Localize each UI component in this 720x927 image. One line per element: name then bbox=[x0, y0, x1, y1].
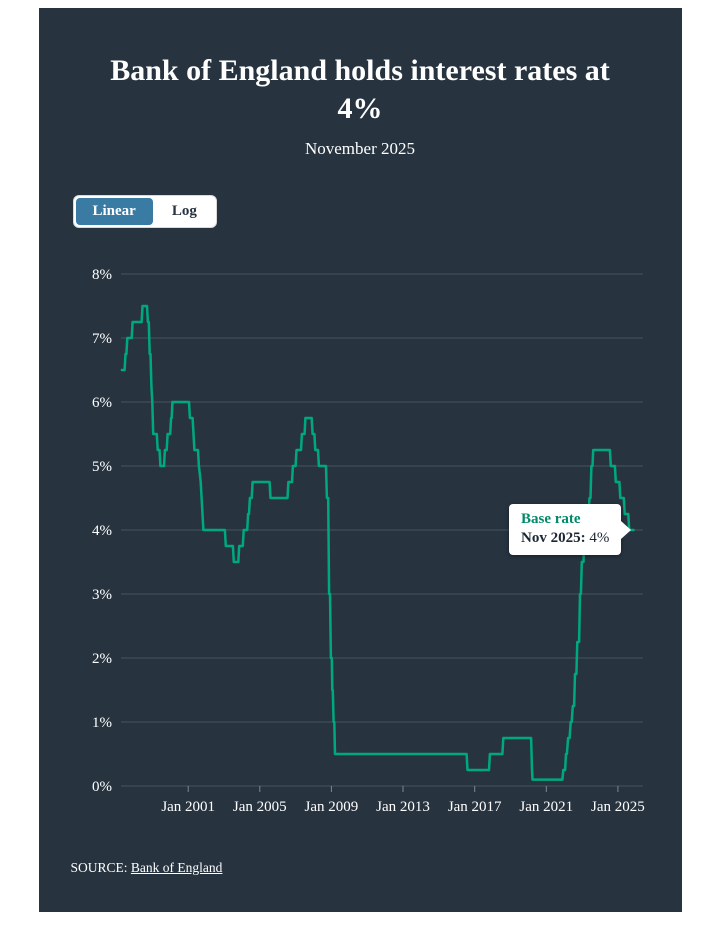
svg-text:Jan 2009: Jan 2009 bbox=[304, 799, 358, 815]
source-link[interactable]: Bank of England bbox=[130, 859, 223, 875]
svg-text:Jan 2025: Jan 2025 bbox=[591, 799, 645, 815]
log-scale-button[interactable]: Log bbox=[155, 198, 214, 225]
svg-text:6%: 6% bbox=[92, 395, 112, 411]
source-prefix: SOURCE: bbox=[70, 859, 128, 875]
svg-text:Jan 2021: Jan 2021 bbox=[519, 799, 573, 815]
base-rate-line-chart[interactable]: 0% 1% 2% 3% 4% 5% 6% 7% 8% Jan 2001 Jan 2005 Jan 20… bbox=[71, 256, 653, 822]
tooltip: Base rate Nov 2025: 4% bbox=[509, 504, 632, 556]
tooltip-arrow-icon bbox=[621, 520, 632, 539]
svg-text:8%: 8% bbox=[92, 267, 112, 283]
chart-area[interactable]: 0% 1% 2% 3% 4% 5% 6% 7% 8% Jan 2001 Jan 2005 Jan 20… bbox=[71, 256, 653, 822]
source-line: SOURCE: Bank of England bbox=[71, 860, 650, 876]
svg-text:2%: 2% bbox=[92, 651, 112, 667]
scale-toggle: Linear Log bbox=[72, 194, 217, 228]
svg-text:4%: 4% bbox=[92, 523, 112, 539]
svg-text:Jan 2013: Jan 2013 bbox=[376, 799, 430, 815]
svg-text:Jan 2005: Jan 2005 bbox=[232, 799, 286, 815]
tooltip-value-line: Nov 2025: 4% bbox=[521, 530, 609, 547]
tooltip-series-name: Base rate bbox=[521, 511, 581, 528]
linear-scale-button[interactable]: Linear bbox=[75, 197, 153, 225]
svg-text:Jan 2017: Jan 2017 bbox=[447, 799, 501, 815]
svg-text:Jan 2001: Jan 2001 bbox=[161, 799, 215, 815]
svg-text:0%: 0% bbox=[92, 779, 112, 795]
page-title: Bank of England holds interest rates at … bbox=[110, 54, 610, 126]
svg-text:7%: 7% bbox=[92, 331, 112, 347]
chart-subtitle: November 2025 bbox=[304, 138, 415, 158]
svg-text:3%: 3% bbox=[92, 587, 112, 603]
chart-card: Bank of England holds interest rates at … bbox=[38, 8, 682, 912]
svg-text:5%: 5% bbox=[92, 459, 112, 475]
tooltip-date-label: Nov 2025: bbox=[521, 530, 586, 547]
tooltip-value: 4% bbox=[589, 530, 610, 547]
svg-text:1%: 1% bbox=[92, 715, 112, 731]
